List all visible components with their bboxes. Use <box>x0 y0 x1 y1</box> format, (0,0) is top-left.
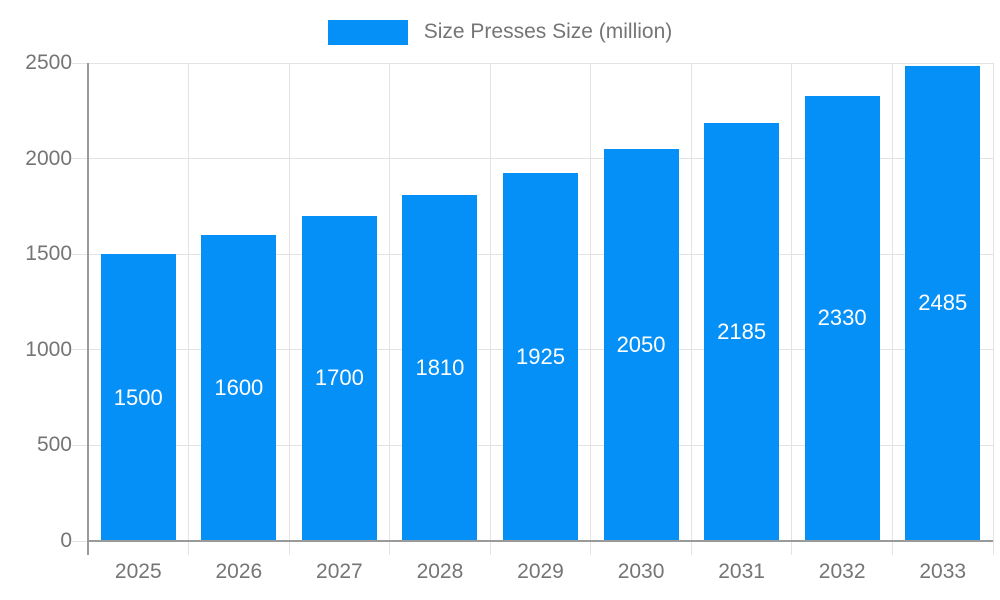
y-tick-label-text: 2000 <box>25 146 72 170</box>
bar-text: 1600 <box>214 375 264 401</box>
y-tick-label-text: 0 <box>60 529 72 552</box>
y-tick-label-text: 500 <box>36 433 72 457</box>
y-tick-label: 1000 <box>0 337 72 363</box>
bar-text: 2185 <box>717 319 767 345</box>
bar-text: 1700 <box>314 365 364 391</box>
gridline-v <box>489 63 491 555</box>
x-tick-label: 2033 <box>888 559 998 585</box>
bar-text: 1925 <box>516 343 565 369</box>
x-tick-label-text: 2033 <box>919 560 967 583</box>
x-axis-line <box>88 540 993 542</box>
legend-swatch-icon <box>327 19 408 45</box>
x-tick-label-text: 2026 <box>215 560 263 583</box>
x-tick-label: 2027 <box>284 559 394 585</box>
legend-label: Size Presses Size (million) <box>423 20 673 43</box>
y-tick-label-text: 1000 <box>25 337 72 361</box>
gridline-v <box>992 63 994 555</box>
x-tick-label: 2031 <box>687 559 797 585</box>
x-tick-label: 2032 <box>787 559 897 585</box>
gridline-v <box>590 63 592 555</box>
x-tick-label-text: 2030 <box>617 560 665 583</box>
y-tick-label: 2000 <box>0 146 72 172</box>
bar-text: 1810 <box>415 354 465 380</box>
x-tick-label: 2025 <box>83 559 193 585</box>
x-tick-label-text: 2029 <box>517 560 564 583</box>
bar-text: 2050 <box>616 332 666 357</box>
y-tick-label: 0 <box>0 528 72 554</box>
bar[interactable]: 1810 <box>402 194 478 541</box>
bar[interactable]: 1925 <box>503 172 578 541</box>
y-tick-label: 500 <box>0 432 72 458</box>
bar-text: 1500 <box>113 384 163 410</box>
legend[interactable]: Size Presses Size (million) <box>0 14 1000 50</box>
x-tick-label-text: 2032 <box>818 560 866 583</box>
gridline-v <box>288 63 290 555</box>
x-tick-label: 2029 <box>486 559 596 585</box>
y-axis-line <box>87 63 89 555</box>
bar[interactable]: 2185 <box>704 123 780 541</box>
gridline-h <box>72 158 993 160</box>
x-tick-label: 2028 <box>385 559 495 585</box>
gridline-v <box>389 63 391 555</box>
bar-text: 2330 <box>817 305 867 331</box>
x-tick-label-text: 2031 <box>718 560 765 583</box>
plot-area: 0 500 1000 1500 2000 2500 1500 1600 1700 1810 1925… <box>25 51 994 583</box>
bar-text: 2485 <box>918 290 968 316</box>
x-tick-label: 2030 <box>586 559 696 585</box>
bar[interactable]: 1600 <box>201 235 277 541</box>
gridline-v <box>891 63 893 555</box>
x-tick-label-text: 2028 <box>416 560 464 583</box>
gridline-v <box>791 63 793 555</box>
bar[interactable]: 1700 <box>301 215 377 541</box>
bar[interactable]: 2330 <box>804 95 880 541</box>
gridline-v <box>188 63 190 555</box>
y-tick-label: 2500 <box>0 50 72 76</box>
y-tick-label-text: 2500 <box>25 51 72 74</box>
bar[interactable]: 2050 <box>603 149 679 541</box>
x-tick-label: 2026 <box>184 559 294 585</box>
y-tick-label-text: 1500 <box>25 242 72 266</box>
x-tick-label-text: 2025 <box>114 560 162 583</box>
y-tick-label: 1500 <box>0 241 72 267</box>
x-tick-label-text: 2027 <box>316 560 363 583</box>
gridline-v <box>690 63 692 555</box>
bar[interactable]: 1500 <box>100 254 176 541</box>
y-tick <box>72 540 88 542</box>
gridline-h <box>72 62 993 64</box>
bar[interactable]: 2485 <box>905 65 981 541</box>
